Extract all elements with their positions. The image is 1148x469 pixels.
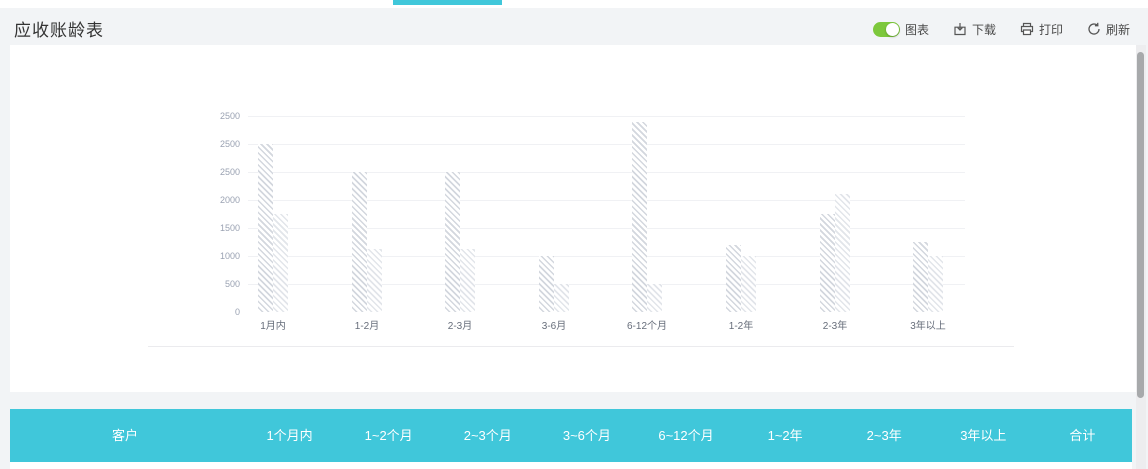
bar-series-2 bbox=[835, 194, 850, 312]
printer-icon bbox=[1020, 22, 1034, 36]
bar-series-2 bbox=[554, 284, 569, 312]
y-gridline bbox=[248, 116, 965, 117]
x-axis-category-label: 2-3年 bbox=[822, 321, 848, 332]
bar-series-1 bbox=[258, 144, 273, 312]
table-header-cell: 3年以上 bbox=[960, 428, 1007, 443]
bar-series-1 bbox=[820, 214, 835, 312]
print-label: 打印 bbox=[1038, 22, 1063, 37]
x-axis-category-label: 1-2年 bbox=[728, 321, 754, 332]
refresh-label: 刷新 bbox=[1105, 22, 1130, 37]
table-header-cell: 1~2个月 bbox=[364, 428, 413, 443]
chart-toggle-group: 图表 bbox=[872, 21, 929, 38]
top-strip bbox=[0, 0, 1148, 8]
table-header-cell: 2~3年 bbox=[866, 428, 902, 443]
y-axis-tick-label: 2500 bbox=[219, 111, 240, 121]
x-axis-category-label: 6-12个月 bbox=[626, 321, 667, 332]
bar-series-1 bbox=[726, 245, 741, 312]
bar-series-2 bbox=[367, 249, 382, 312]
y-axis-tick-label: 500 bbox=[224, 279, 240, 289]
table-header-row: 客户 1个月内 1~2个月 2~3个月 3~6个月 6~12个月 1~2年 2~3年 3年以上 合… bbox=[10, 409, 1132, 462]
y-axis-tick-label: 0 bbox=[234, 307, 240, 317]
toggle-knob-icon bbox=[885, 22, 899, 36]
y-axis-tick-label: 2000 bbox=[219, 195, 240, 205]
toolbar: 图表 下载 打印 bbox=[872, 19, 1130, 39]
table-header-cell: 合计 bbox=[1069, 428, 1096, 443]
chart-bottom-divider bbox=[148, 346, 1014, 347]
table-header-cell: 1~2年 bbox=[767, 428, 803, 443]
x-axis-category-label: 2-3月 bbox=[447, 321, 473, 332]
y-gridline bbox=[248, 144, 965, 145]
download-icon bbox=[953, 22, 967, 36]
top-scrollbar-thumb[interactable] bbox=[393, 0, 502, 5]
x-axis-category-label: 3-6月 bbox=[541, 321, 567, 332]
bar-series-2 bbox=[928, 256, 943, 312]
x-axis-category-label: 1月内 bbox=[260, 321, 286, 332]
chart-panel: 2500 2500 2500 2000 1500 1000 500 0 1月内 1-2月 2-3月 3… bbox=[10, 45, 1136, 392]
bar-series-1 bbox=[445, 172, 460, 312]
download-button[interactable]: 下载 bbox=[953, 21, 996, 38]
table-header-cell: 客户 bbox=[111, 428, 138, 443]
table-header-cell: 6~12个月 bbox=[658, 428, 714, 443]
chart-toggle-switch[interactable] bbox=[872, 21, 900, 37]
vertical-scrollbar-thumb[interactable] bbox=[1137, 52, 1144, 398]
vertical-scrollbar-track[interactable] bbox=[1136, 45, 1146, 469]
refresh-icon bbox=[1087, 22, 1101, 36]
page-title: 应收账龄表 bbox=[14, 21, 104, 40]
y-axis-tick-label: 2500 bbox=[219, 139, 240, 149]
y-axis-tick-label: 1500 bbox=[219, 223, 240, 233]
y-axis-tick-label: 1000 bbox=[219, 251, 240, 261]
y-gridline bbox=[248, 256, 965, 257]
table-header-cell: 2~3个月 bbox=[463, 428, 512, 443]
x-axis-category-label: 3年以上 bbox=[910, 321, 946, 332]
bar-series-2 bbox=[741, 256, 756, 312]
bar-series-2 bbox=[647, 284, 662, 312]
y-gridline bbox=[248, 172, 965, 173]
table-header-cell: 3~6个月 bbox=[562, 428, 611, 443]
y-gridline bbox=[248, 284, 965, 285]
y-axis-tick-label: 2500 bbox=[219, 167, 240, 177]
y-gridline bbox=[248, 228, 965, 229]
bar-series-1 bbox=[913, 242, 928, 312]
bar-series-1 bbox=[352, 172, 367, 312]
bar-series-2 bbox=[460, 249, 475, 312]
bar-series-2 bbox=[273, 214, 288, 312]
y-gridline bbox=[248, 200, 965, 201]
download-label: 下载 bbox=[971, 22, 996, 37]
bar-series-1 bbox=[632, 122, 647, 312]
table-body-strip bbox=[10, 462, 1132, 469]
x-axis-category-label: 1-2月 bbox=[354, 321, 380, 332]
chart-toggle-label: 图表 bbox=[904, 22, 929, 37]
bar-series-1 bbox=[539, 256, 554, 312]
table-header-cell: 1个月内 bbox=[266, 428, 313, 443]
print-button[interactable]: 打印 bbox=[1020, 21, 1063, 38]
refresh-button[interactable]: 刷新 bbox=[1087, 21, 1130, 38]
